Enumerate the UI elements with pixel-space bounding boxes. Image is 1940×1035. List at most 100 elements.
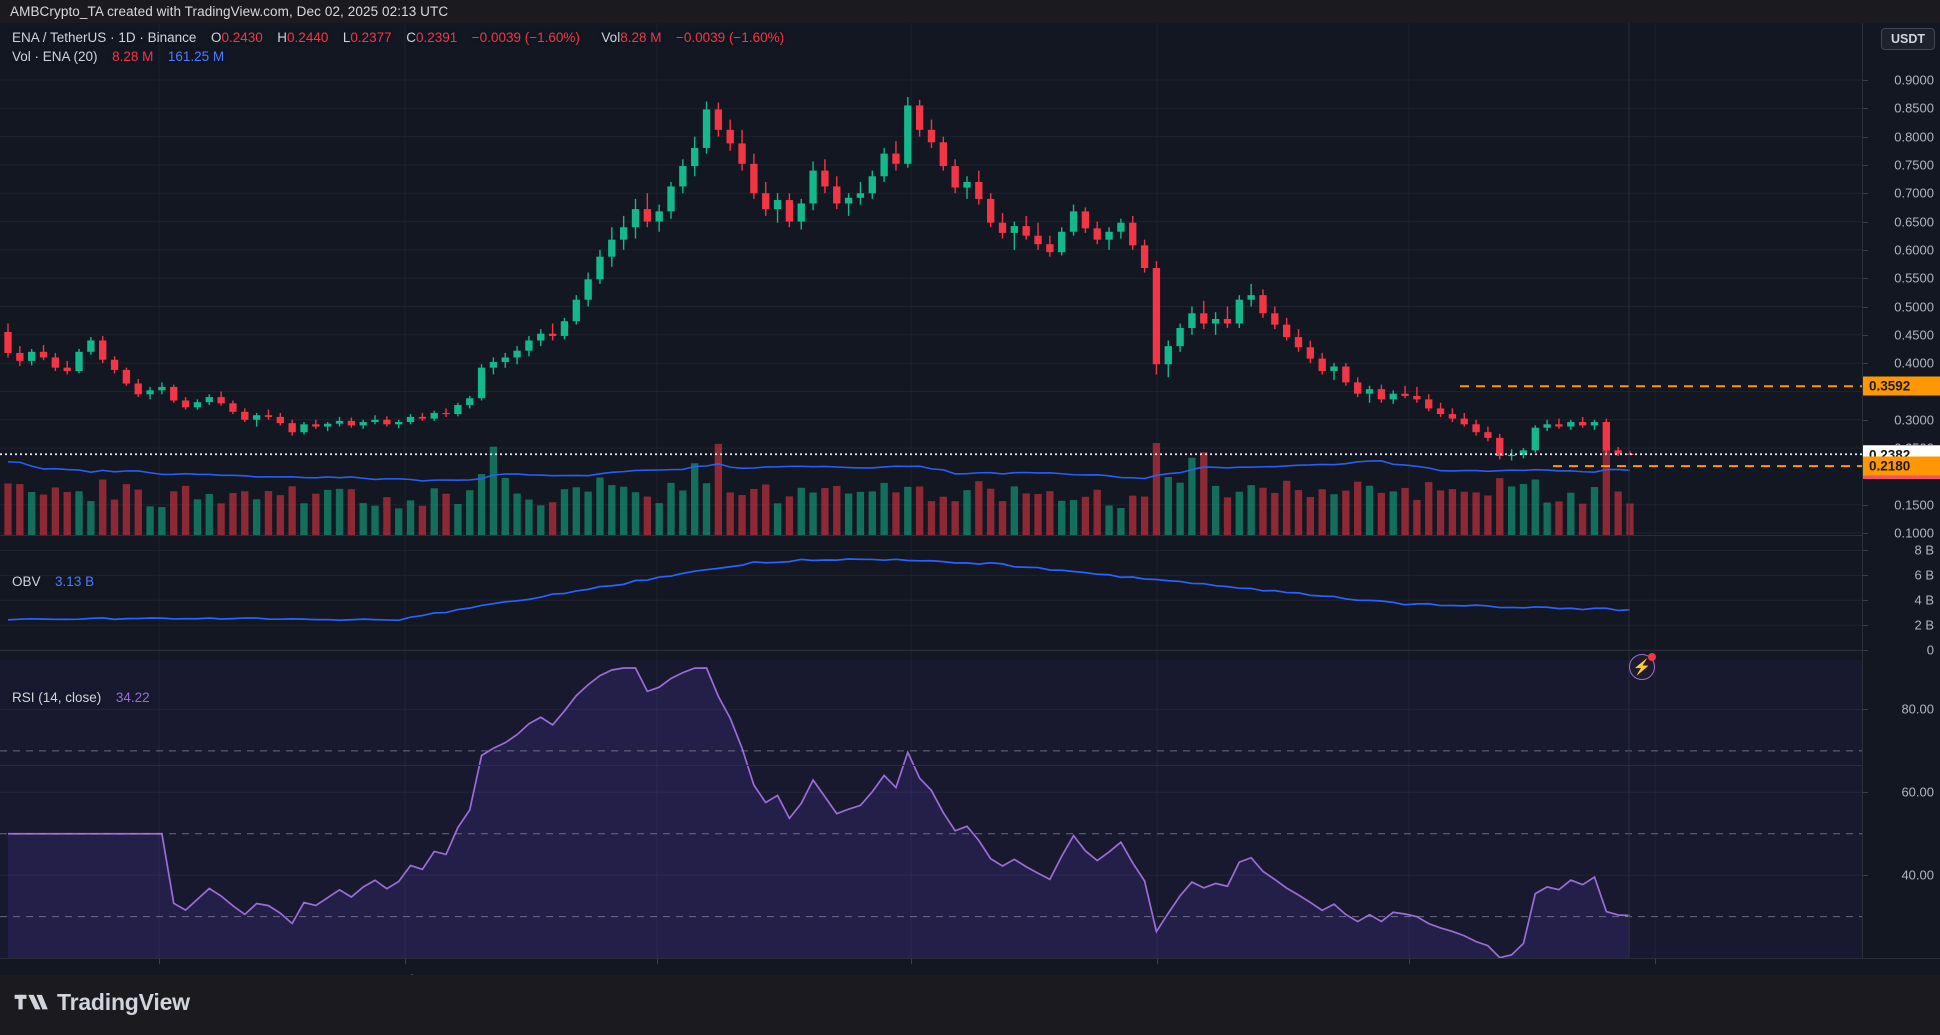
legend-low-value: 0.2377	[350, 30, 392, 45]
price-tick-mark	[1863, 193, 1868, 195]
legend-volume-title[interactable]: Vol · ENA (20)	[12, 49, 98, 64]
volume-tick: 2 B	[1914, 617, 1934, 633]
rsi-tick-mark	[1863, 875, 1868, 877]
bolt-glyph: ⚡	[1632, 658, 1652, 676]
price-tick: 0.7000	[1894, 185, 1934, 201]
volume-tick-mark	[1863, 600, 1868, 602]
time-tick-mark	[405, 959, 406, 964]
legend-low-label: L	[342, 30, 351, 45]
legend-rsi-indicator[interactable]: RSI (14, close) 34.22	[12, 690, 150, 705]
price-tag-value: 0.3592	[1869, 378, 1911, 394]
legend-exchange[interactable]: Binance	[147, 30, 197, 45]
volume-tick: 4 B	[1914, 592, 1934, 608]
price-tick-mark	[1863, 278, 1868, 280]
legend-volume-change: −0.0039 (−1.60%)	[676, 30, 785, 45]
pane-separator-volume	[0, 535, 1862, 536]
price-tag-value: 0.2180	[1869, 458, 1911, 474]
volume-tick: 6 B	[1914, 567, 1934, 583]
legend-main-series[interactable]: ENA / TetherUS · 1D · Binance O0.2430 H0…	[12, 30, 784, 45]
legend-change: −0.0039 (−1.60%)	[471, 30, 580, 45]
price-tick-mark	[1863, 221, 1868, 223]
volume-tick-mark	[1863, 625, 1868, 627]
currency-chip[interactable]: USDT	[1880, 28, 1935, 50]
price-tick-mark	[1863, 363, 1868, 365]
legend-volume-value: 8.28 M	[620, 30, 662, 45]
price-tick-mark	[1863, 419, 1868, 421]
price-tick-mark	[1863, 164, 1868, 166]
price-tag-orange[interactable]: 0.2180	[1863, 456, 1940, 476]
legend-volume-ma: 161.25 M	[167, 49, 225, 64]
tradingview-wordmark: TradingView	[57, 989, 190, 1015]
legend-open-label: O	[210, 30, 222, 45]
legend-rsi-title[interactable]: RSI (14, close)	[12, 690, 102, 705]
time-tick-mark	[657, 959, 658, 964]
rsi-tick-mark	[1863, 792, 1868, 794]
price-tick: 0.8000	[1894, 129, 1934, 145]
price-tick: 0.1000	[1894, 525, 1934, 541]
rsi-tick: 60.00	[1901, 784, 1934, 800]
legend-volume-indicator[interactable]: Vol · ENA (20) 8.28 M 161.25 M	[12, 49, 224, 64]
volume-tick-mark	[1863, 650, 1868, 651]
price-tick-mark	[1863, 306, 1868, 308]
price-tick-mark	[1863, 108, 1868, 110]
price-tick: 0.5500	[1894, 270, 1934, 286]
price-axis[interactable]: USDT 0.9000 0.8500 0.8000 0.7500 0.7000 0.650…	[1862, 23, 1940, 958]
price-tick-mark	[1863, 249, 1868, 251]
volume-tick: 8 B	[1914, 542, 1934, 558]
volume-tick-mark	[1863, 550, 1868, 552]
legend-interval[interactable]: 1D	[118, 30, 136, 45]
rsi-line	[8, 667, 1631, 958]
price-tick: 0.6000	[1894, 242, 1934, 258]
time-tick-mark	[1157, 959, 1158, 964]
price-tick: 0.8500	[1894, 100, 1934, 116]
legend-obv-indicator[interactable]: OBV 3.13 B	[12, 574, 94, 589]
legend-symbol[interactable]: ENA / TetherUS	[12, 30, 107, 45]
obv-line	[7, 558, 1631, 622]
volume-tick-mark	[1863, 575, 1868, 577]
price-tick: 0.9000	[1894, 72, 1934, 88]
time-tick-mark	[1655, 959, 1656, 964]
price-tick: 0.4500	[1894, 327, 1934, 343]
candlestick-series	[4, 96, 1634, 461]
legend-obv-value: 3.13 B	[55, 574, 95, 589]
footer-bar: TradingView	[0, 975, 1940, 1035]
price-tag-orange[interactable]: 0.3592	[1863, 376, 1940, 396]
chart-gridlines	[0, 23, 1862, 958]
legend-high-label: H	[277, 30, 288, 45]
volume-ma-line	[7, 460, 1631, 482]
volume-series	[4, 443, 1634, 535]
alert-lightning-icon[interactable]: ⚡	[1629, 653, 1656, 680]
legend-open-value: 0.2430	[221, 30, 263, 45]
price-tick-mark	[1863, 334, 1868, 336]
price-tick-mark	[1863, 80, 1868, 81]
tradingview-logo[interactable]: TradingView	[14, 989, 190, 1016]
notification-dot	[1648, 653, 1656, 661]
rsi-tick-mark	[1863, 709, 1868, 711]
chart-canvas	[0, 23, 1862, 958]
price-tick: 0.7500	[1894, 157, 1934, 173]
time-tick-mark	[1409, 959, 1410, 964]
rsi-area	[8, 668, 1630, 958]
price-tick: 0.5000	[1894, 299, 1934, 314]
rsi-tick: 80.00	[1901, 701, 1934, 717]
legend-high-value: 0.2440	[287, 30, 329, 45]
price-tick: 0.6500	[1894, 214, 1934, 230]
time-tick-mark	[911, 959, 912, 964]
price-tick-mark	[1863, 136, 1868, 138]
price-tick: 0.1500	[1894, 497, 1934, 513]
rsi-tick: 40.00	[1901, 867, 1934, 883]
time-tick-mark	[159, 959, 160, 964]
legend-sep-1: ·	[110, 30, 115, 45]
pane-separator-rsi	[0, 765, 1862, 766]
price-level-lines	[0, 385, 1862, 468]
price-tick: 0.4000	[1894, 355, 1934, 371]
legend-obv-title[interactable]: OBV	[12, 574, 41, 589]
legend-volume-current: 8.28 M	[112, 49, 154, 64]
legend-sep-2: ·	[139, 30, 144, 45]
chart-frame: ENA / TetherUS · 1D · Binance O0.2430 H0…	[0, 23, 1940, 1035]
legend-rsi-value: 34.22	[115, 690, 150, 705]
legend-close-value: 0.2391	[415, 30, 458, 45]
tradingview-mark-icon	[14, 994, 48, 1009]
legend-close-label: C	[406, 30, 416, 45]
chart-plot-area[interactable]	[0, 23, 1862, 958]
